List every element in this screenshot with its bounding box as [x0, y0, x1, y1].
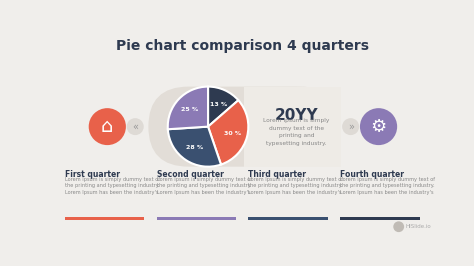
Circle shape	[342, 118, 359, 135]
Text: 25 %: 25 %	[181, 107, 199, 112]
Circle shape	[127, 118, 144, 135]
Text: HISlide.io: HISlide.io	[406, 224, 431, 229]
Text: Third quarter: Third quarter	[248, 170, 306, 179]
Text: 20YY: 20YY	[274, 107, 318, 123]
Wedge shape	[168, 127, 221, 167]
Text: Lorem Ipsum is simply
dummy text of the
printing and
typesetting industry.: Lorem Ipsum is simply dummy text of the …	[263, 118, 329, 146]
Circle shape	[89, 108, 126, 145]
Text: Pie chart comparison 4 quarters: Pie chart comparison 4 quarters	[117, 39, 369, 53]
Text: ⚙: ⚙	[371, 118, 387, 136]
Circle shape	[393, 221, 404, 232]
Circle shape	[360, 108, 397, 145]
Text: First quarter: First quarter	[64, 170, 119, 179]
Bar	[156, 217, 236, 220]
Text: Second quarter: Second quarter	[156, 170, 223, 179]
Text: «: «	[132, 121, 138, 131]
Text: »: »	[348, 121, 354, 131]
Bar	[340, 217, 419, 220]
Text: Lorem Ipsum is simply dummy text of
the printing and typesetting industry.
Lorem: Lorem Ipsum is simply dummy text of the …	[156, 177, 252, 195]
Wedge shape	[168, 87, 208, 129]
Bar	[64, 217, 144, 220]
FancyBboxPatch shape	[148, 87, 341, 167]
Text: Lorem Ipsum is simply dummy text of
the printing and typesetting industry.
Lorem: Lorem Ipsum is simply dummy text of the …	[340, 177, 435, 195]
Wedge shape	[208, 100, 248, 165]
Wedge shape	[208, 87, 238, 127]
Bar	[245, 87, 341, 167]
Text: Lorem Ipsum is simply dummy text of
the printing and typesetting industry.
Lorem: Lorem Ipsum is simply dummy text of the …	[64, 177, 160, 195]
Circle shape	[260, 87, 341, 167]
Text: Lorem Ipsum is simply dummy text of
the printing and typesetting industry.
Lorem: Lorem Ipsum is simply dummy text of the …	[248, 177, 343, 195]
Text: Fourth quarter: Fourth quarter	[340, 170, 404, 179]
Text: 30 %: 30 %	[224, 131, 241, 136]
Text: 13 %: 13 %	[210, 102, 227, 106]
Text: 28 %: 28 %	[185, 145, 203, 150]
Text: ⌂: ⌂	[101, 117, 113, 136]
Bar	[248, 217, 328, 220]
